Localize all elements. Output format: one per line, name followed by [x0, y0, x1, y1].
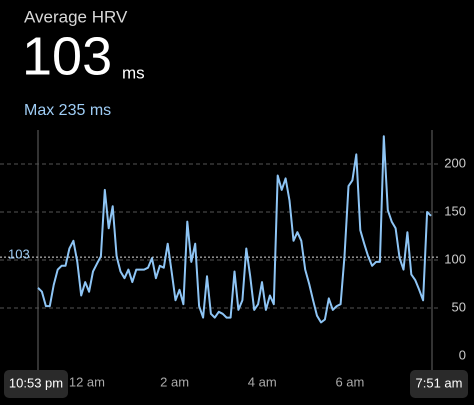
average-label: 103 [8, 247, 30, 262]
x-tick-box [410, 370, 468, 398]
x-tick-label: 6 am [335, 374, 364, 389]
y-tick-label: 0 [459, 347, 466, 362]
y-tick-label: 200 [444, 155, 466, 170]
x-tick-box [4, 370, 68, 398]
x-tick-label: 4 am [248, 374, 277, 389]
average-value: 103 [22, 26, 112, 86]
unit: ms [122, 63, 145, 82]
x-tick-label: 12 am [69, 374, 105, 389]
y-tick-label: 150 [444, 203, 466, 218]
x-tick-label: 7:51 am [416, 375, 463, 390]
hrv-line [37, 135, 432, 324]
y-tick-label: 100 [444, 251, 466, 266]
chart-title: Average HRV [24, 7, 128, 26]
x-tick-label: 10:53 pm [9, 375, 63, 390]
x-tick-label: 2 am [160, 374, 189, 389]
y-tick-label: 50 [452, 299, 466, 314]
subtitle: Max 235 ms [24, 102, 111, 119]
